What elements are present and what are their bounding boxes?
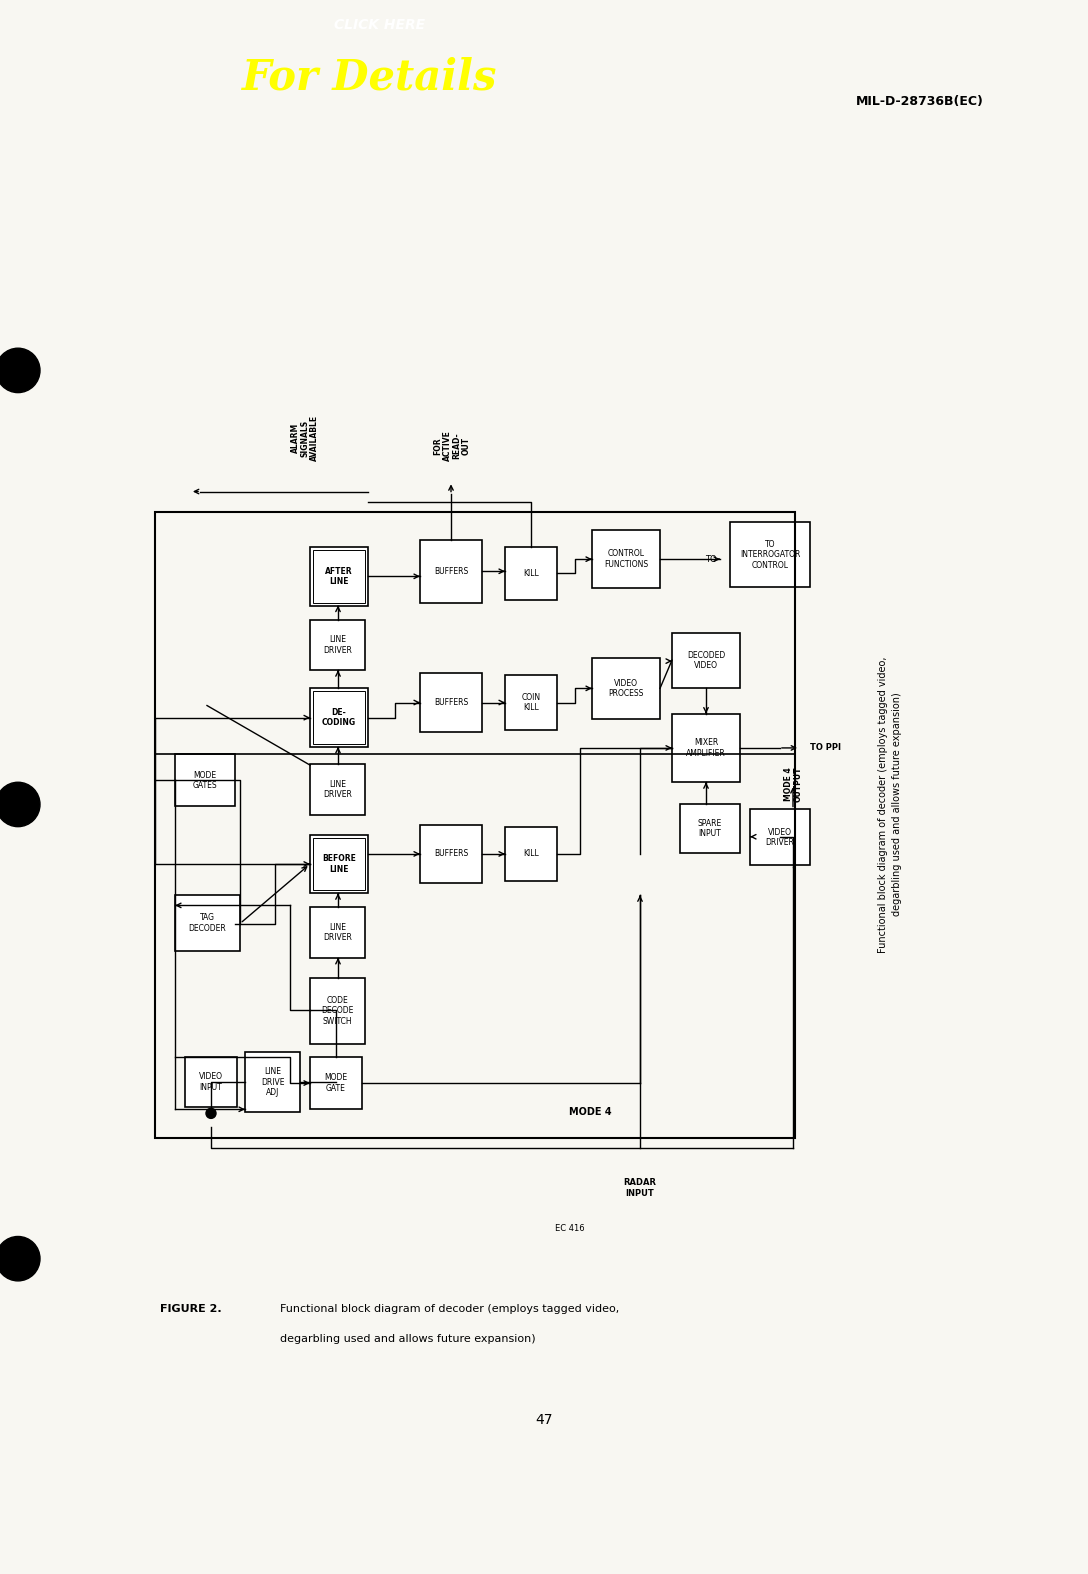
Text: ALARM
SIGNALS
AVAILABLE: ALARM SIGNALS AVAILABLE — [290, 416, 319, 461]
Text: MODE 4
OUTPUT: MODE 4 OUTPUT — [783, 767, 802, 803]
Bar — [310, 1056, 362, 1110]
Text: TAG
DECODER: TAG DECODER — [188, 913, 226, 933]
Text: BUFFERS: BUFFERS — [434, 697, 468, 707]
Bar — [154, 512, 795, 1138]
Text: Functional block diagram of decoder (employs tagged video,: Functional block diagram of decoder (emp… — [280, 1305, 619, 1314]
Text: BEFORE
LINE: BEFORE LINE — [322, 855, 356, 874]
Text: FOR
ACTIVE
READ-
OUT: FOR ACTIVE READ- OUT — [433, 430, 471, 461]
Text: MODE 4: MODE 4 — [569, 1108, 611, 1118]
Bar — [154, 512, 795, 754]
Text: RADAR
INPUT: RADAR INPUT — [623, 1179, 656, 1198]
Bar — [310, 977, 364, 1044]
Bar — [420, 674, 482, 732]
Bar — [310, 548, 368, 606]
Bar — [310, 834, 368, 894]
Text: TO: TO — [705, 554, 717, 563]
Bar — [245, 1051, 300, 1113]
Text: LINE
DRIVER: LINE DRIVER — [323, 779, 351, 800]
Bar — [175, 896, 240, 951]
Text: DE-
CODING: DE- CODING — [322, 708, 356, 727]
Bar — [592, 658, 660, 719]
Text: MIXER
AMPLIFIER: MIXER AMPLIFIER — [687, 738, 726, 757]
Circle shape — [0, 782, 40, 826]
Bar — [750, 809, 809, 866]
Text: VIDEO
INPUT: VIDEO INPUT — [199, 1072, 223, 1092]
Bar — [313, 691, 364, 745]
Bar — [310, 763, 364, 815]
Text: VIDEO
DRIVER: VIDEO DRIVER — [766, 828, 794, 847]
Bar — [420, 540, 482, 603]
Text: SPARE
INPUT: SPARE INPUT — [697, 818, 722, 839]
Text: FIGURE 2.: FIGURE 2. — [160, 1305, 222, 1314]
Bar — [185, 1056, 237, 1107]
Text: MIL-D-28736B(EC): MIL-D-28736B(EC) — [856, 94, 984, 109]
Text: BUFFERS: BUFFERS — [434, 850, 468, 858]
Text: degarbling used and allows future expansion): degarbling used and allows future expans… — [280, 1335, 535, 1344]
Bar — [310, 907, 364, 959]
Bar — [313, 837, 364, 891]
Text: TO PPI: TO PPI — [809, 743, 841, 752]
Bar — [313, 549, 364, 603]
Bar — [310, 688, 368, 748]
Bar — [175, 754, 235, 806]
Text: MODE
GATE: MODE GATE — [324, 1073, 347, 1092]
Text: DECODED
VIDEO: DECODED VIDEO — [687, 652, 725, 671]
Text: AFTER
LINE: AFTER LINE — [325, 567, 353, 586]
Text: LINE
DRIVER: LINE DRIVER — [323, 636, 351, 655]
Bar — [680, 804, 740, 853]
Bar — [310, 620, 364, 671]
Circle shape — [206, 1108, 217, 1119]
Bar — [505, 675, 557, 730]
Text: COIN
KILL: COIN KILL — [521, 693, 541, 711]
Bar — [505, 826, 557, 881]
Text: Functional block diagram of decoder (employs tagged video,
degarbling used and a: Functional block diagram of decoder (emp… — [878, 656, 902, 952]
Text: MODE
GATES: MODE GATES — [193, 771, 218, 790]
Bar — [505, 548, 557, 600]
Bar — [672, 713, 740, 782]
Text: For Details: For Details — [243, 57, 497, 99]
Text: KILL: KILL — [523, 568, 539, 578]
Text: 47: 47 — [535, 1413, 553, 1428]
Text: VIDEO
PROCESS: VIDEO PROCESS — [608, 678, 644, 697]
Text: EC 416: EC 416 — [555, 1225, 585, 1232]
Text: CLICK HERE: CLICK HERE — [334, 17, 425, 31]
Circle shape — [0, 1237, 40, 1281]
Text: TO
INTERROGATOR
CONTROL: TO INTERROGATOR CONTROL — [740, 540, 800, 570]
Bar — [420, 825, 482, 883]
Text: CODE
DECODE
SWITCH: CODE DECODE SWITCH — [321, 996, 354, 1026]
Text: KILL: KILL — [523, 850, 539, 858]
Bar — [592, 530, 660, 589]
Text: BUFFERS: BUFFERS — [434, 567, 468, 576]
Circle shape — [0, 348, 40, 392]
Bar — [730, 523, 809, 587]
Text: LINE
DRIVE
ADJ: LINE DRIVE ADJ — [261, 1067, 284, 1097]
Text: LINE
DRIVER: LINE DRIVER — [323, 922, 351, 943]
Bar — [672, 633, 740, 688]
Text: CONTROL
FUNCTIONS: CONTROL FUNCTIONS — [604, 549, 648, 568]
